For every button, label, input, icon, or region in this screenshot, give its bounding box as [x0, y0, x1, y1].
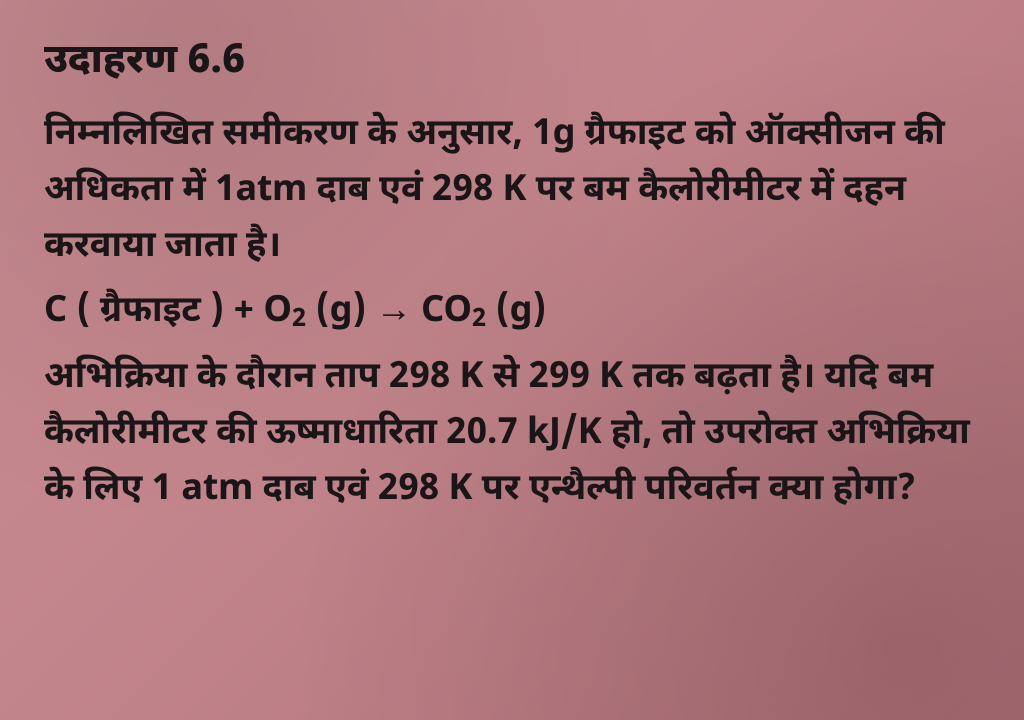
document-page: उदाहरण 6.6 निम्नलिखित समीकरण के अनुसार, …	[0, 0, 1024, 720]
eq-arrow: →	[376, 289, 412, 336]
chemical-equation: C ( ग्रैफाइट ) + O2 (g) → CO2 (g)	[44, 285, 986, 341]
eq-o2-state: (g)	[316, 289, 367, 336]
eq-co2-sym: CO	[421, 289, 472, 336]
eq-co2-state: (g)	[496, 289, 547, 336]
eq-o2: O2	[263, 289, 306, 336]
example-heading: उदाहरण 6.6	[44, 32, 986, 94]
eq-o2-sym: O	[263, 289, 291, 336]
eq-plus: +	[233, 289, 254, 336]
eq-o2-sub: 2	[292, 304, 306, 337]
eq-co2-sub: 2	[472, 304, 486, 337]
eq-species-c: C	[44, 289, 67, 336]
problem-statement-1: निम्नलिखित समीकरण के अनुसार, 1g ग्रैफाइट…	[44, 108, 986, 275]
eq-note-graphite: ( ग्रैफाइट )	[77, 289, 225, 336]
problem-statement-2: अभिक्रिया के दौरान ताप 298 K से 299 K तक…	[44, 351, 986, 518]
eq-co2: CO2	[421, 289, 486, 336]
